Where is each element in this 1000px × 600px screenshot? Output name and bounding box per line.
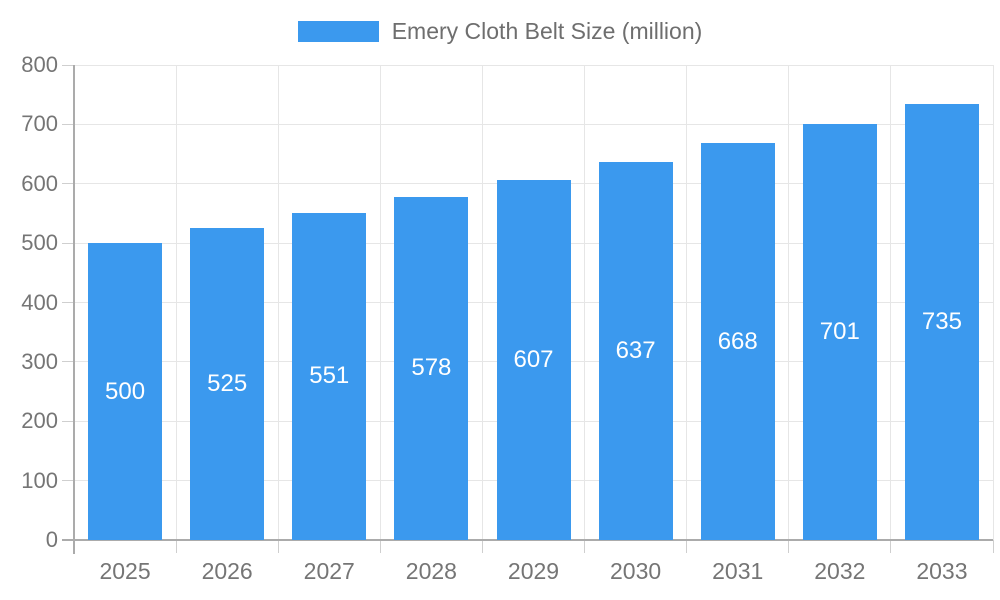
y-tick-label: 100 [21,467,58,493]
y-tick [62,183,74,185]
bar [394,196,469,540]
x-gridline [686,65,688,540]
x-tick-label: 2026 [201,558,253,584]
y-tick-label: 400 [21,289,58,315]
x-tick [481,540,483,553]
x-tick-label: 2025 [99,558,151,584]
y-tick [62,242,74,244]
legend-item[interactable]: Emery Cloth Belt Size (million) [0,18,1000,44]
y-tick-label: 500 [21,230,58,256]
bar-value-label: 578 [411,354,452,382]
x-gridline [890,65,892,540]
bar [598,161,673,540]
bar [190,228,265,540]
y-tick-label: 800 [21,52,58,77]
y-tick [62,64,74,66]
legend-label: Emery Cloth Belt Size (million) [391,18,703,44]
x-tick [379,540,381,553]
y-tick-label: 300 [21,348,58,374]
bar-value-label: 701 [819,317,860,345]
bar [292,212,367,540]
x-tick [788,540,790,553]
bar [496,179,571,540]
x-gridline [788,65,790,540]
bar [904,103,979,540]
x-tick-label: 2033 [916,558,968,584]
bar-value-label: 668 [717,327,758,355]
x-axis-line [62,539,993,541]
x-tick-label: 2030 [610,558,662,584]
y-axis-line [73,65,75,554]
x-tick [277,540,279,553]
y-tick-label: 700 [21,111,58,137]
y-tick-label: 0 [45,527,58,552]
x-tick [584,540,586,553]
y-gridline [74,64,993,66]
legend-swatch [297,20,379,42]
bar-value-label: 500 [105,377,146,405]
y-tick [62,361,74,363]
x-tick [175,540,177,553]
x-gridline [992,65,994,540]
x-gridline [175,65,177,540]
x-gridline [584,65,586,540]
y-gridline [74,123,993,125]
x-tick [992,540,994,553]
x-tick-label: 2029 [507,558,560,584]
x-gridline [277,65,279,540]
y-tick-label: 600 [21,170,58,196]
y-tick-label: 200 [21,408,58,434]
y-tick [62,123,74,125]
x-gridline [481,65,483,540]
bar-value-label: 525 [207,370,248,398]
bar [802,123,877,540]
x-gridline [379,65,381,540]
x-tick [686,540,688,553]
y-tick [62,420,74,422]
x-tick-label: 2027 [303,558,355,584]
bar [700,143,775,540]
bar-value-label: 637 [615,336,656,364]
bar-value-label: 607 [513,345,554,373]
x-tick-label: 2031 [712,558,764,584]
x-tick-label: 2028 [405,558,457,584]
x-tick [890,540,892,553]
bar-value-label: 551 [309,362,350,390]
y-tick [62,480,74,482]
y-tick [62,302,74,303]
bar [88,243,163,540]
x-tick-label: 2032 [814,558,866,584]
bar-value-label: 735 [921,307,962,335]
